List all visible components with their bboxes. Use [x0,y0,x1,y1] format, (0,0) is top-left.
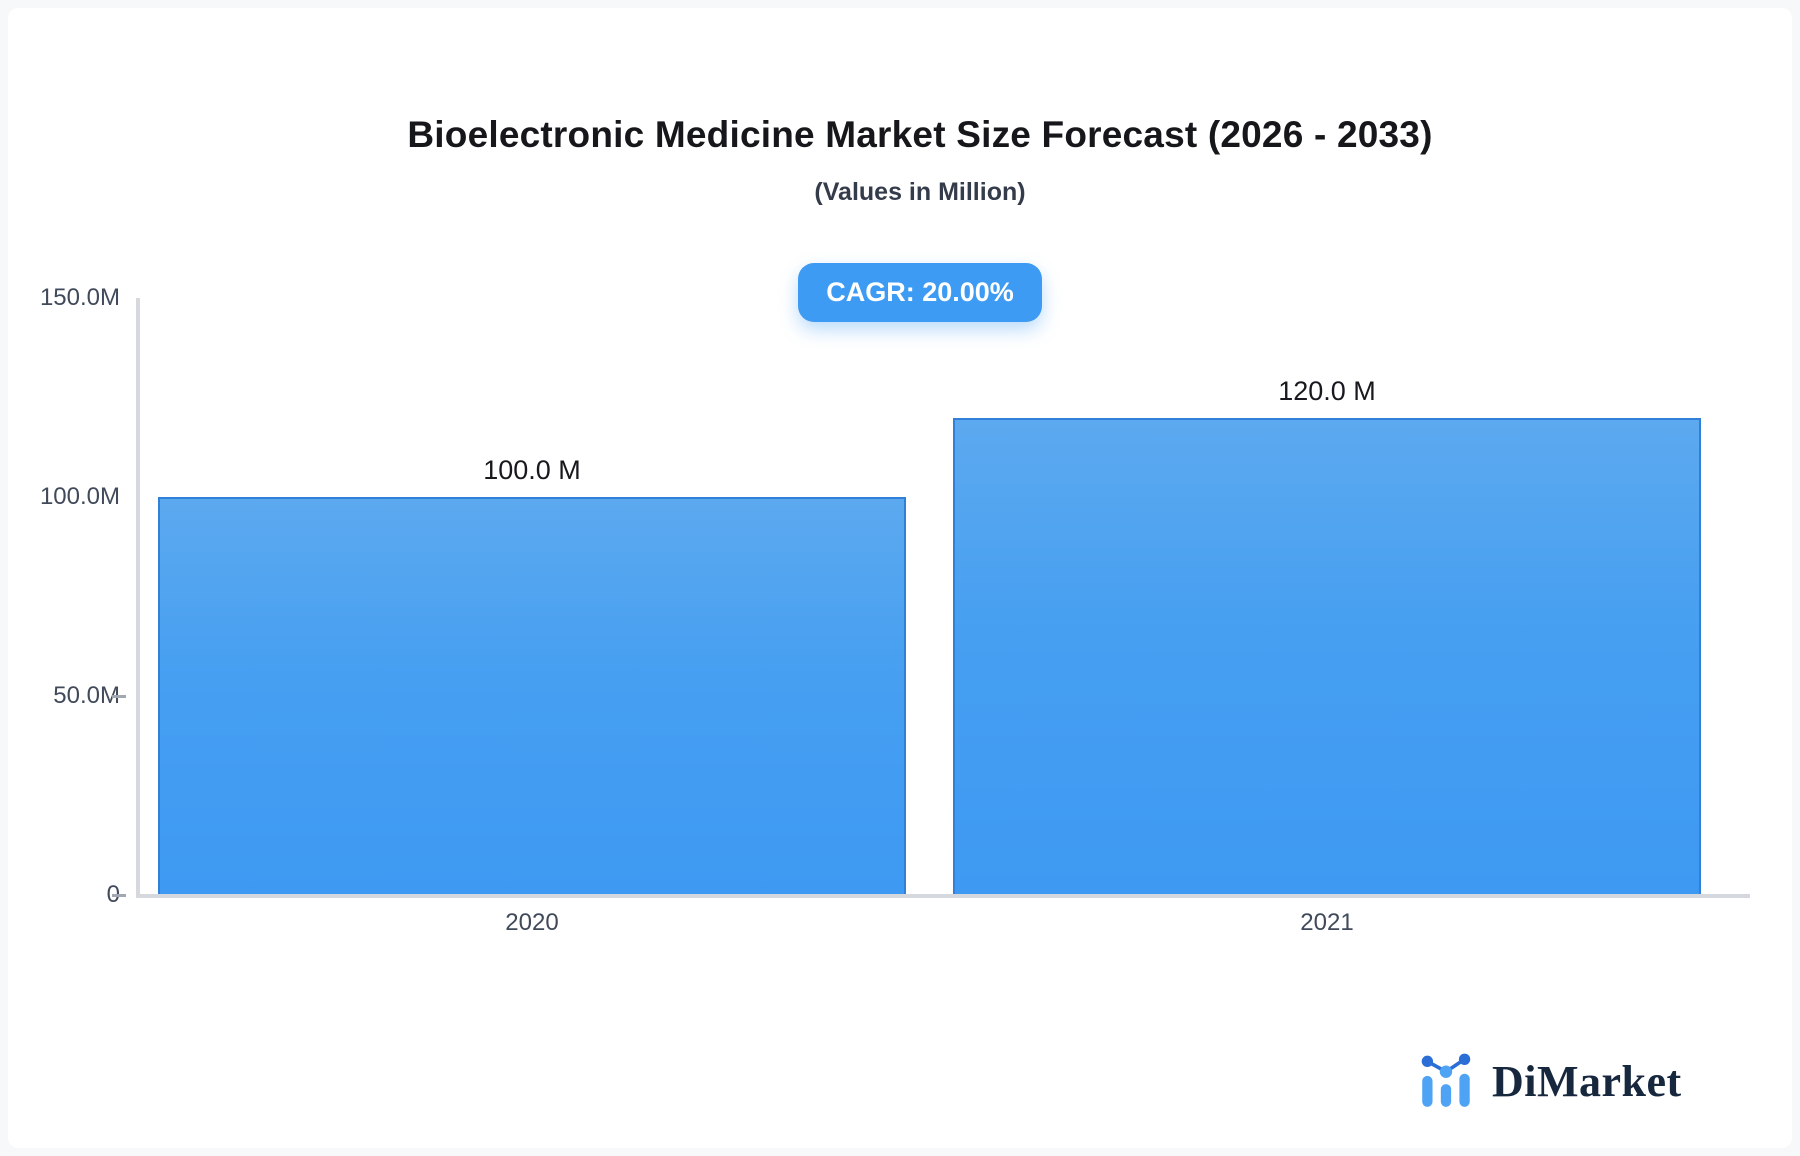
x-tick-label: 2021 [1300,909,1354,936]
y-tick-label: 100.0M [39,483,120,510]
bar-value-label: 100.0 M [483,455,581,485]
brand-logo: DiMarket [1416,1050,1682,1112]
y-tick-dash [112,894,126,897]
plot-area: 100.0 M 120.0 M [8,298,1800,896]
cagr-badge: CAGR: 20.00% [798,263,1042,322]
y-tick-dash [112,695,126,698]
bar-value-label: 120.0 M [1278,376,1376,406]
chart-subtitle: (Values in Million) [814,178,1026,206]
chart-title: Bioelectronic Medicine Market Size Forec… [407,114,1433,155]
y-axis-line [136,298,140,896]
bar-group-2020: 100.0 M [158,455,906,896]
chart-card: Bioelectronic Medicine Market Size Forec… [8,8,1792,1148]
brand-name: DiMarket [1492,1056,1682,1106]
bar-group-2021: 120.0 M [953,376,1701,896]
y-tick-label: 150.0M [39,284,120,311]
y-tick-label: 50.0M [53,682,120,709]
cagr-badge-wrap: CAGR: 20.00% [48,263,1792,322]
bar-chart-logo-icon [1421,1053,1471,1107]
bar-2020 [158,497,906,896]
x-tick-label: 2020 [505,909,559,936]
bar-2021 [953,418,1701,896]
x-axis-line [136,894,1750,898]
